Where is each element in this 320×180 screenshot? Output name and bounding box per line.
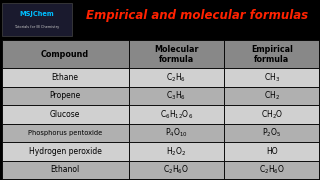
- Text: Ethane: Ethane: [52, 73, 79, 82]
- Bar: [129, 161, 224, 179]
- Bar: [224, 142, 319, 161]
- Bar: [224, 68, 319, 87]
- Bar: [129, 142, 224, 161]
- Bar: [129, 40, 224, 68]
- Bar: [2, 40, 129, 68]
- Text: C$_2$H$_6$: C$_2$H$_6$: [166, 71, 186, 84]
- Text: P$_4$O$_{10}$: P$_4$O$_{10}$: [165, 127, 188, 139]
- Text: Molecular
formula: Molecular formula: [154, 45, 199, 64]
- Bar: [2, 105, 129, 124]
- Bar: [224, 40, 319, 68]
- Text: C$_2$H$_6$O: C$_2$H$_6$O: [259, 164, 285, 176]
- Text: H$_2$O$_2$: H$_2$O$_2$: [166, 145, 187, 158]
- Bar: [2, 3, 72, 36]
- Bar: [129, 105, 224, 124]
- Bar: [129, 68, 224, 87]
- Text: P$_2$O$_5$: P$_2$O$_5$: [262, 127, 281, 139]
- Bar: [224, 87, 319, 105]
- Bar: [2, 68, 129, 87]
- Text: Empirical and molecular formulas: Empirical and molecular formulas: [86, 9, 308, 22]
- Text: Hydrogen peroxide: Hydrogen peroxide: [29, 147, 101, 156]
- Text: C$_2$H$_6$O: C$_2$H$_6$O: [163, 164, 189, 176]
- Text: Ethanol: Ethanol: [51, 165, 80, 174]
- Text: C$_6$H$_{12}$O$_6$: C$_6$H$_{12}$O$_6$: [160, 108, 193, 121]
- Bar: [2, 124, 129, 142]
- Text: CH$_2$: CH$_2$: [264, 90, 280, 102]
- Bar: [224, 124, 319, 142]
- Text: Propene: Propene: [50, 91, 81, 100]
- Bar: [2, 87, 129, 105]
- Text: Compound: Compound: [41, 50, 89, 59]
- Bar: [2, 161, 129, 179]
- Bar: [129, 87, 224, 105]
- Bar: [224, 161, 319, 179]
- Bar: [2, 142, 129, 161]
- Text: C$_3$H$_6$: C$_3$H$_6$: [166, 90, 186, 102]
- Text: Phosphorus pentoxide: Phosphorus pentoxide: [28, 130, 102, 136]
- Text: Glucose: Glucose: [50, 110, 80, 119]
- Text: CH$_3$: CH$_3$: [264, 71, 280, 84]
- Text: Tutorials for IB Chemistry: Tutorials for IB Chemistry: [14, 25, 60, 29]
- Text: MSJChem: MSJChem: [20, 11, 54, 17]
- Text: HO: HO: [266, 147, 277, 156]
- Text: CH$_2$O: CH$_2$O: [260, 108, 283, 121]
- Bar: [224, 105, 319, 124]
- Bar: [129, 124, 224, 142]
- Text: Empirical
formula: Empirical formula: [251, 45, 292, 64]
